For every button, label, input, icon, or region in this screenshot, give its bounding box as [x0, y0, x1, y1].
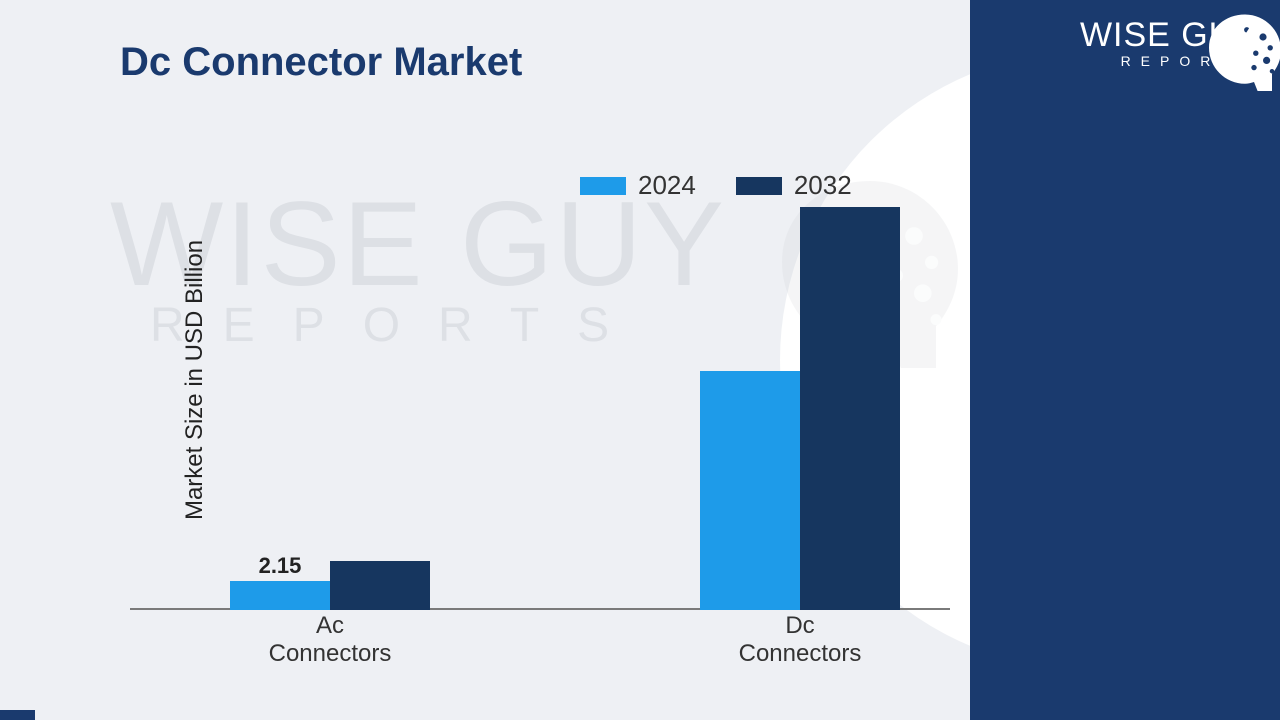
brand-name: WISE GUY	[1080, 18, 1258, 52]
chart-title: Dc Connector Market	[120, 40, 522, 85]
legend-label-2024: 2024	[638, 170, 696, 201]
category-label-dc: Dc Connectors	[690, 612, 910, 667]
category-label-ac: Ac Connectors	[220, 612, 440, 667]
legend-swatch-2024	[580, 177, 626, 195]
chart-plot-area: 2.15	[130, 200, 950, 610]
category-label-dc-line1: Dc	[785, 612, 814, 639]
legend-item-2024: 2024	[580, 170, 696, 201]
legend-item-2032: 2032	[736, 170, 852, 201]
category-label-ac-line1: Ac	[316, 612, 344, 639]
page: WISE GUY REPORTS WISE GUY REPORTS Dc Con…	[0, 0, 1280, 720]
bar-ac-2024	[230, 581, 330, 610]
legend-label-2032: 2032	[794, 170, 852, 201]
brand-logo: WISE GUY REPORTS	[1080, 18, 1258, 68]
legend-swatch-2032	[736, 177, 782, 195]
right-brand-panel	[970, 0, 1280, 720]
category-label-dc-line2: Connectors	[739, 640, 862, 667]
brand-sub: REPORTS	[1080, 54, 1258, 68]
bar-ac-2032	[330, 561, 430, 610]
bar-group-ac: 2.15	[220, 200, 440, 610]
category-label-ac-line2: Connectors	[269, 640, 392, 667]
bar-group-dc	[690, 200, 910, 610]
bottom-accent-bar	[0, 710, 35, 720]
bar-value-ac-2024: 2.15	[230, 553, 330, 581]
bar-dc-2024	[700, 371, 800, 610]
legend: 2024 2032	[580, 170, 852, 201]
bar-dc-2032	[800, 207, 900, 610]
